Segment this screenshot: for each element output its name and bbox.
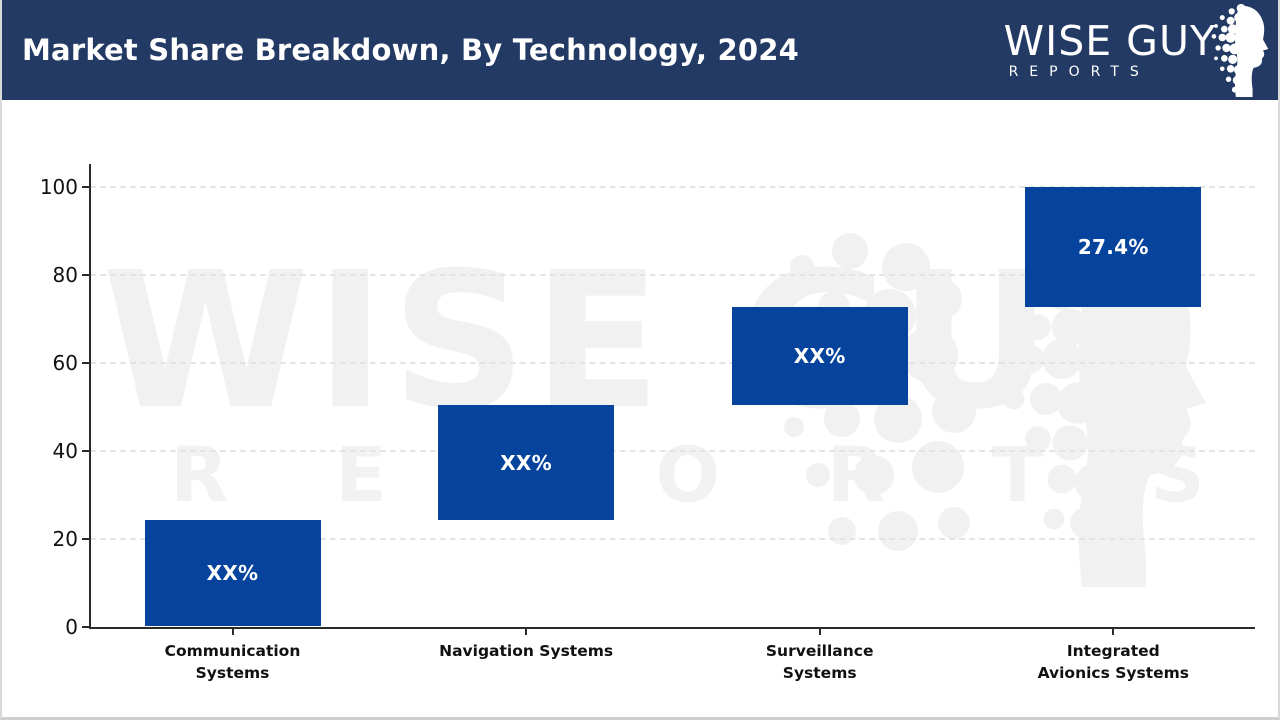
x-axis-tick-mark <box>1112 628 1115 635</box>
y-axis-tick-label: 0 <box>65 614 78 639</box>
x-axis-tick-mark <box>525 628 528 635</box>
y-axis-tick-label: 60 <box>52 350 78 375</box>
brand-head-dots-icon <box>1211 3 1269 97</box>
x-axis-tick-mark <box>818 628 821 635</box>
bar-value-label: XX% <box>793 344 846 369</box>
bar-navigation-systems: XX% <box>438 405 615 521</box>
brand-subname: REPORTS <box>1008 64 1150 80</box>
x-axis-category-label: Navigation Systems <box>439 642 614 660</box>
x-axis-category-label: Integrated Avionics Systems <box>1037 642 1190 682</box>
x-axis-category-label: Surveillance Systems <box>765 642 874 682</box>
bar-communication-systems: XX% <box>144 520 321 627</box>
watermark-brand-subtext: R E P O R T S <box>170 430 1245 519</box>
bar-value-label: 27.4% <box>1077 235 1149 260</box>
y-axis-tick-label: 20 <box>52 526 78 551</box>
x-axis-category-label: Communication Systems <box>164 642 301 682</box>
page-title: Market Share Breakdown, By Technology, 2… <box>22 33 800 67</box>
gridline-60 <box>90 361 1255 364</box>
y-axis-tick-mark <box>82 449 90 452</box>
gridline-100 <box>90 186 1255 188</box>
y-axis-tick-mark <box>82 186 90 188</box>
x-axis-tick-mark <box>231 628 234 635</box>
brand-logo: WISE GUY REPORTS <box>1003 3 1278 97</box>
y-axis-tick-mark <box>82 537 90 540</box>
y-axis-line <box>89 164 91 629</box>
y-axis-tick-label: 80 <box>52 262 78 287</box>
header-band: Market Share Breakdown, By Technology, 2… <box>2 0 1278 100</box>
x-axis-line <box>89 626 1255 629</box>
y-axis-tick-label: 100 <box>39 175 78 199</box>
y-axis-tick-mark <box>82 625 90 628</box>
bar-value-label: XX% <box>500 450 552 475</box>
y-axis-tick-mark <box>82 273 90 276</box>
y-axis-tick-mark <box>82 361 90 364</box>
brand-logo-text: WISE GUY REPORTS <box>1003 17 1216 80</box>
brand-name: WISE GUY <box>1003 17 1216 65</box>
gridline-40 <box>90 449 1255 452</box>
bar-integrated-avionics-systems: 27.4% <box>1025 187 1202 308</box>
y-axis-tick-label: 40 <box>52 438 78 463</box>
bar-value-label: XX% <box>206 561 259 586</box>
gridline-80 <box>90 273 1255 276</box>
bar-surveillance-systems: XX% <box>731 307 908 406</box>
gridline-20 <box>90 537 1255 540</box>
